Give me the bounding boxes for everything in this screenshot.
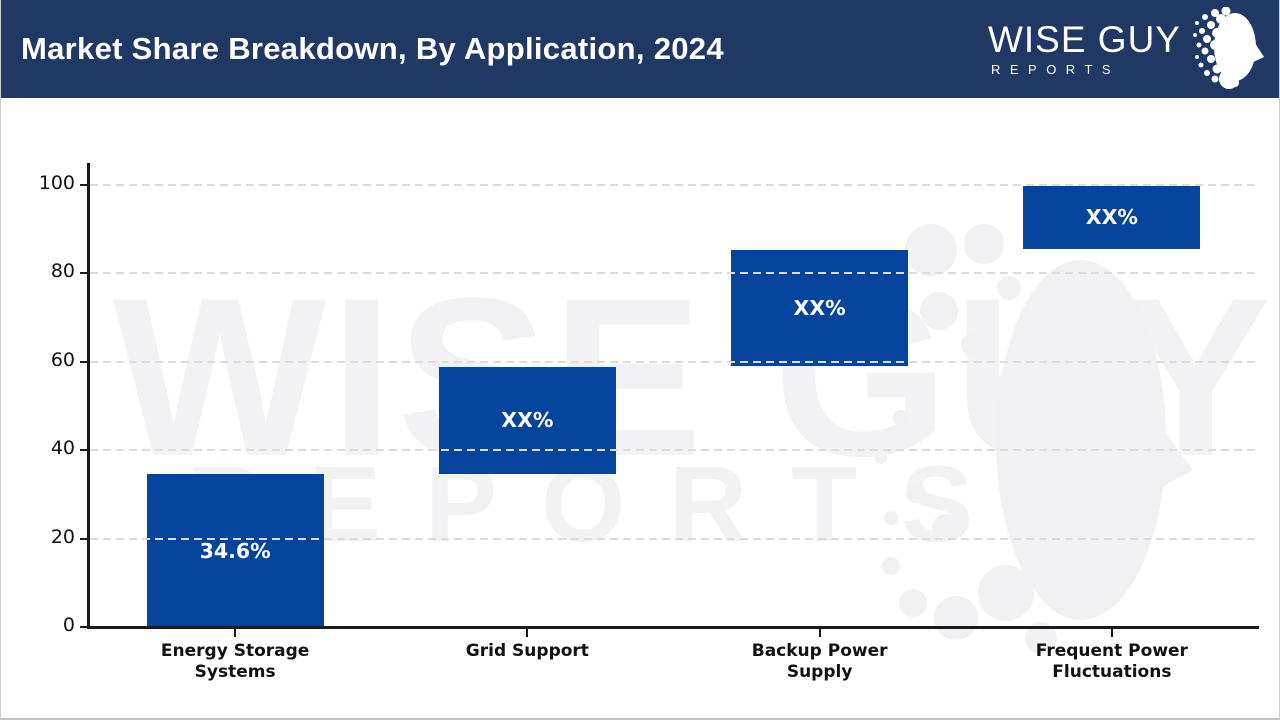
bar-grid-support: XX%	[438, 366, 616, 475]
x-tick-backup-power-supply	[818, 629, 821, 637]
chart-area: WISE GUY REPORTS 0 20 40 60 80 100 34.6% Energy…	[1, 98, 1279, 718]
y-tick-60	[80, 360, 88, 363]
y-tick-label-100: 100	[38, 172, 75, 194]
gridline-60	[90, 360, 1258, 363]
y-axis	[87, 163, 90, 629]
category-label-frequent-power-fluctuations: Frequent Power Fluctuations	[1035, 641, 1188, 683]
bar-frequent-power-fluctuations: XX%	[1023, 185, 1201, 250]
x-axis	[87, 626, 1259, 629]
brand-subtitle: REPORTS	[990, 61, 1121, 77]
x-tick-grid-support	[526, 629, 529, 637]
gridline-20	[90, 537, 1258, 540]
gridline-100	[90, 184, 1258, 186]
bar-label-backup-power-supply: XX%	[793, 296, 846, 321]
bar-energy-storage-systems: 34.6%	[146, 474, 324, 627]
brand-logo-text: WISE GUY REPORTS	[987, 19, 1181, 77]
y-tick-label-40: 40	[50, 437, 75, 460]
y-tick-40	[80, 449, 88, 452]
y-tick-100	[80, 184, 88, 186]
x-tick-frequent-power-fluctuations	[1110, 629, 1113, 637]
bar-backup-power-supply: XX%	[731, 249, 909, 367]
y-tick-0	[80, 626, 88, 628]
bar-label-grid-support: XX%	[501, 408, 554, 433]
brand-name: WISE GUY	[987, 19, 1181, 61]
bar-label-frequent-power-fluctuations: XX%	[1085, 205, 1138, 230]
page-title: Market Share Breakdown, By Application, …	[21, 31, 724, 66]
y-tick-label-20: 20	[50, 525, 75, 548]
header-bar: Market Share Breakdown, By Application, …	[1, 0, 1279, 98]
brand-logo: WISE GUY REPORTS	[988, 7, 1267, 91]
category-label-energy-storage-systems: Energy Storage Systems	[160, 641, 310, 683]
y-tick-20	[80, 537, 88, 540]
y-tick-80	[80, 272, 88, 275]
bar-label-energy-storage-systems: 34.6%	[199, 538, 271, 563]
gridline-40	[90, 449, 1258, 452]
y-tick-label-60: 60	[50, 348, 75, 371]
category-label-grid-support: Grid Support	[465, 641, 589, 661]
y-tick-label-80: 80	[50, 260, 75, 283]
y-tick-label-0: 0	[62, 614, 75, 636]
x-tick-energy-storage-systems	[234, 629, 237, 637]
logo-face-icon	[1193, 7, 1264, 89]
category-label-backup-power-supply: Backup Power Supply	[751, 641, 888, 683]
gridline-80	[90, 272, 1258, 275]
